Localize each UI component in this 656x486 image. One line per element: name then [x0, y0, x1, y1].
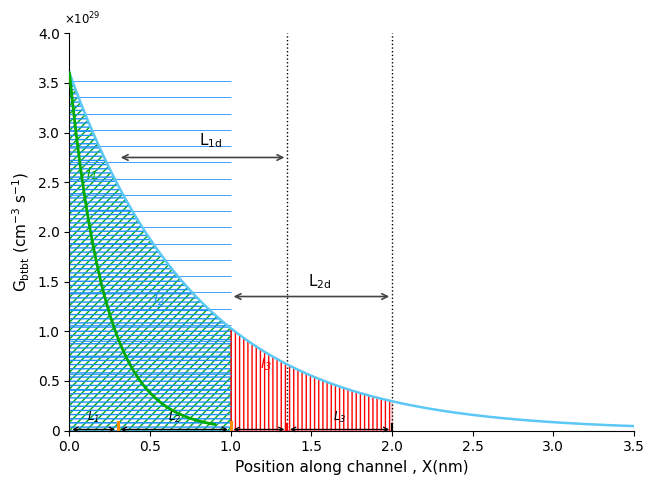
Text: $I_3$: $I_3$ — [260, 357, 272, 373]
Text: $\times 10^{29}$: $\times 10^{29}$ — [64, 11, 100, 27]
Text: $L_{1d}$: $L_{1d}$ — [199, 131, 222, 150]
Text: $L_{2d}$: $L_{2d}$ — [308, 272, 331, 291]
Text: $L_2$: $L_2$ — [168, 410, 181, 425]
X-axis label: Position along channel , X(nm): Position along channel , X(nm) — [235, 460, 468, 475]
Text: $I_2$: $I_2$ — [154, 292, 165, 308]
Text: $L_3$: $L_3$ — [333, 410, 346, 425]
Y-axis label: $G_{btbt}$ (cm$^{-3}$ s$^{-1}$): $G_{btbt}$ (cm$^{-3}$ s$^{-1}$) — [11, 172, 32, 292]
Text: $L_1$: $L_1$ — [87, 410, 100, 425]
Text: $I_1$: $I_1$ — [86, 165, 96, 182]
